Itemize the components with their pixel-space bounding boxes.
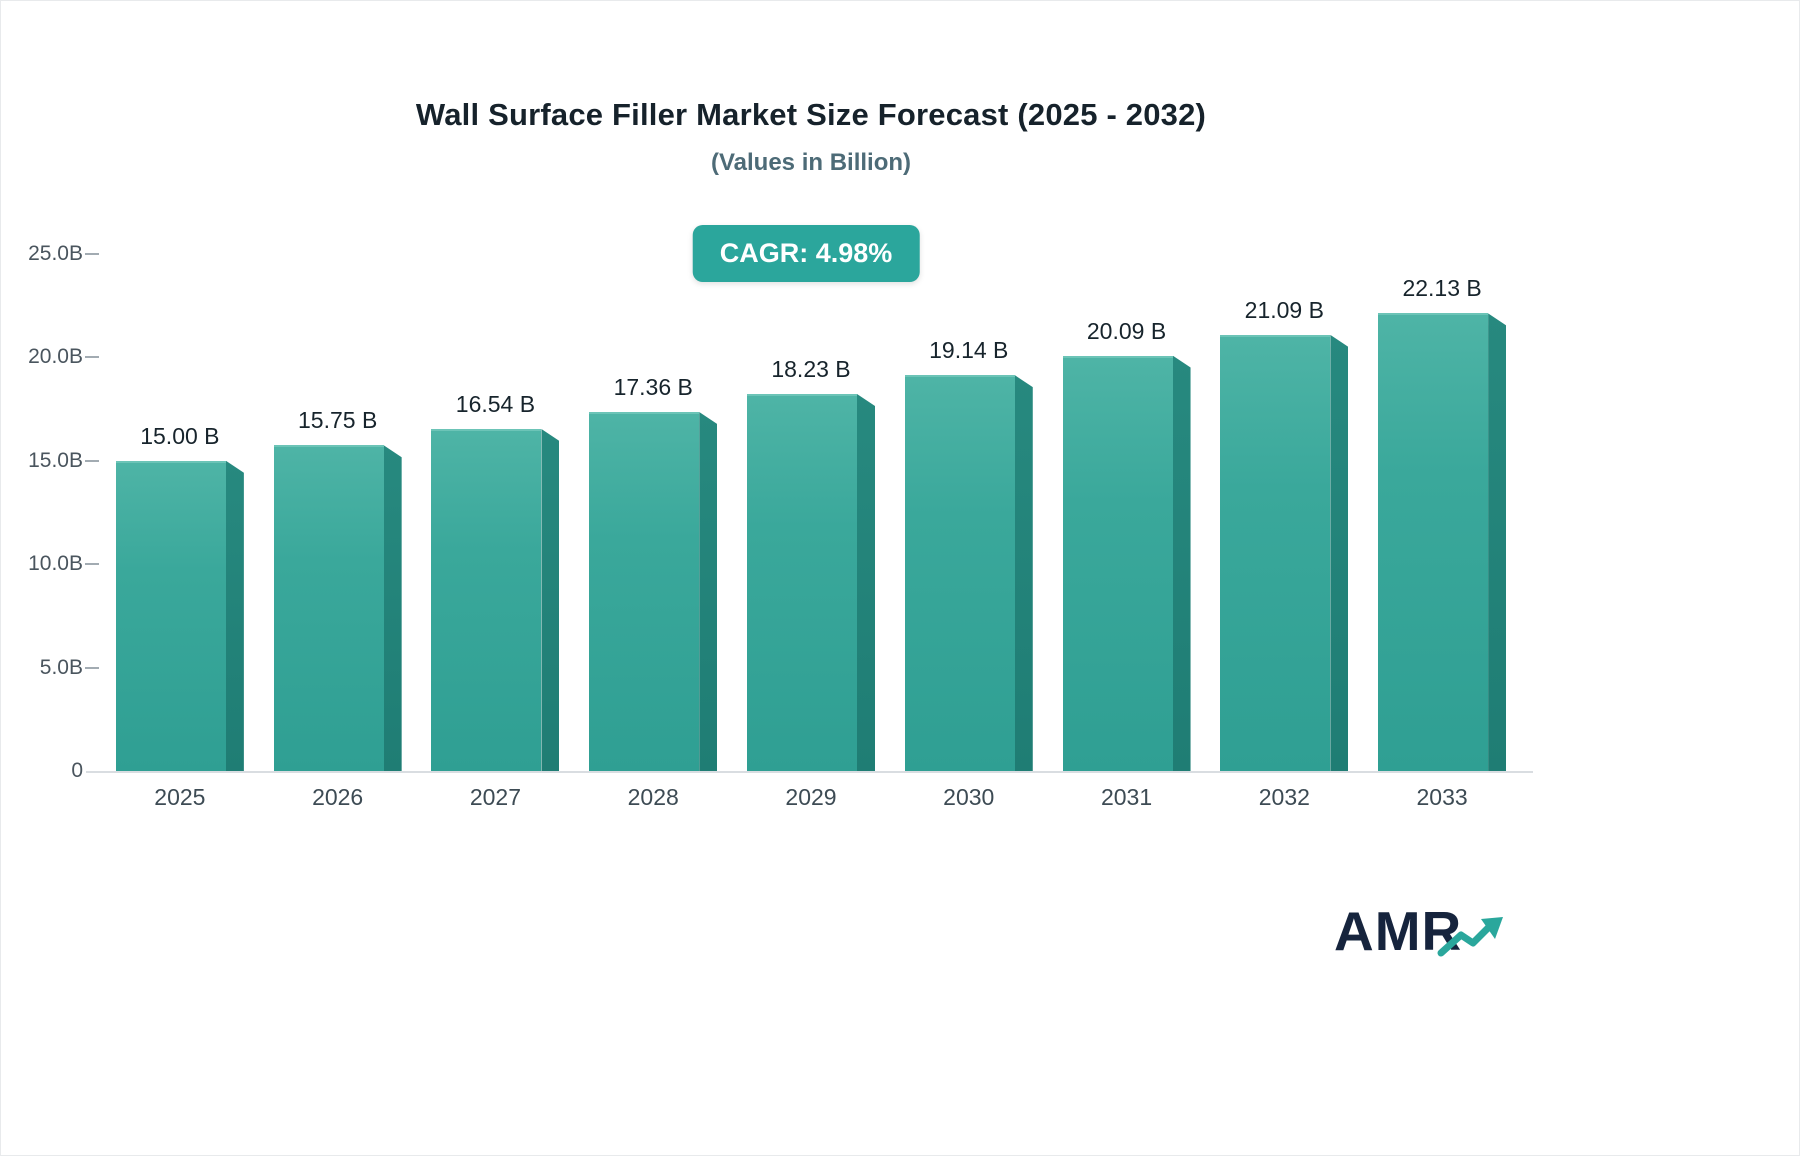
bar-side (1014, 375, 1033, 771)
x-axis-label: 2026 (312, 784, 364, 810)
bar-group: 17.36 B (589, 374, 718, 771)
bar-group: 20.09 B (1062, 318, 1191, 771)
bar-face (747, 394, 857, 771)
chart-subtitle: (Values in Billion) (710, 149, 912, 176)
y-axis-tick-mark (85, 563, 99, 566)
bar-group: 21.09 B (1220, 297, 1349, 771)
bar-group: 15.75 B (273, 407, 402, 771)
bar-side (1172, 355, 1191, 771)
bar-side (1330, 334, 1349, 771)
x-axis-line (86, 771, 1533, 773)
y-axis-tick-mark (85, 666, 99, 669)
bar-face (273, 445, 384, 771)
bar-face (904, 375, 1015, 771)
bar-group: 16.54 B (431, 391, 560, 771)
bar-group: 18.23 B (747, 356, 875, 771)
x-axis-label: 2025 (154, 784, 206, 810)
bar-value-label: 17.36 B (613, 373, 693, 400)
amr-logo-arrow-icon (1437, 917, 1503, 957)
amr-logo: AMR (1334, 899, 1504, 969)
y-axis-tick-label: 0 (71, 759, 83, 782)
y-axis-tick-mark (85, 356, 99, 359)
y-axis-tick-label: 10.0B (28, 552, 83, 576)
bar-value-label: 19.14 B (929, 337, 1009, 364)
bar-side (857, 394, 875, 771)
bar-face (431, 428, 542, 771)
y-axis-tick-label: 5.0B (39, 655, 83, 679)
bar-face (1220, 334, 1331, 771)
y-axis-tick-label: 25.0B (28, 242, 83, 265)
chart-title: Wall Surface Filler Market Size Forecast… (415, 97, 1207, 132)
bar-value-label: 15.00 B (140, 422, 220, 449)
bar-value-label: 20.09 B (1086, 317, 1167, 344)
bar-group: 22.13 B (1378, 275, 1507, 771)
bar-side (225, 460, 244, 771)
plot-area: 25.0B 20.0B 15.0B 10.0B 5.0B 0 15.00 B 2025 15.7… (28, 242, 1533, 810)
x-axis-label: 2033 (1416, 784, 1468, 810)
bar-face (115, 460, 226, 771)
y-axis-tick-label: 20.0B (28, 345, 83, 369)
bar-value-label: 18.23 B (771, 356, 851, 382)
x-axis-label: 2028 (627, 784, 679, 810)
bar-side (1488, 313, 1507, 771)
bar-value-label: 22.13 B (1402, 275, 1482, 302)
bar-group: 15.00 B (115, 423, 244, 771)
bar-side (383, 445, 402, 771)
bar-group: 19.14 B (904, 337, 1033, 771)
cagr-badge: CAGR: 4.98% (692, 225, 920, 282)
y-axis-tick-label: 15.0B (28, 448, 83, 472)
bar-side (541, 428, 560, 771)
x-axis-label: 2030 (943, 784, 995, 810)
bar-value-label: 15.75 B (298, 407, 378, 434)
bar-side (699, 411, 718, 771)
bar-value-label: 21.09 B (1244, 296, 1324, 323)
x-axis-label: 2027 (469, 784, 522, 810)
bar-value-label: 16.54 B (455, 390, 536, 417)
bar-face (1062, 355, 1173, 771)
bar-face (589, 411, 700, 771)
x-axis-label: 2031 (1100, 784, 1153, 810)
y-axis-tick-mark (85, 253, 99, 255)
x-axis-label: 2032 (1258, 784, 1310, 810)
x-axis-label: 2029 (785, 784, 837, 810)
y-axis-tick-mark (85, 459, 99, 462)
bar-face (1378, 313, 1489, 771)
